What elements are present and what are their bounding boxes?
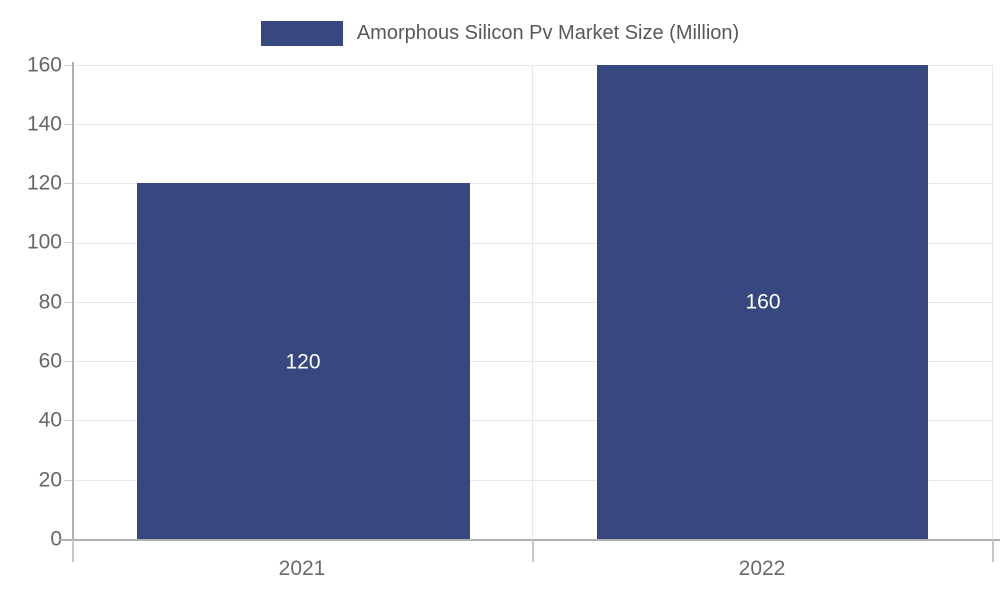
y-tick-mark-160 — [64, 65, 72, 66]
y-tick-mark-120 — [64, 183, 72, 184]
legend-item-amorphous-silicon-pv-market-size[interactable]: Amorphous Silicon Pv Market Size (Millio… — [260, 20, 740, 46]
y-tick-label-80: 80 — [38, 290, 62, 314]
y-tick-label-20: 20 — [38, 468, 62, 492]
y-tick-label-120: 120 — [26, 171, 62, 195]
y-tick-mark-40 — [64, 420, 72, 421]
x-tick-label-2021: 2021 — [278, 557, 326, 580]
vertical-gridline-category-divider — [532, 65, 533, 539]
y-tick-mark-20 — [64, 480, 72, 481]
x-tick-mark-right — [992, 540, 994, 562]
x-tick-mark-divider — [532, 540, 534, 562]
bar-2022[interactable] — [597, 65, 928, 539]
y-tick-label-60: 60 — [38, 349, 62, 373]
legend-label: Amorphous Silicon Pv Market Size (Millio… — [356, 22, 740, 44]
y-tick-label-160: 160 — [26, 53, 62, 77]
y-tick-mark-80 — [64, 302, 72, 303]
x-axis-line — [60, 539, 1000, 541]
y-tick-label-140: 140 — [26, 112, 62, 136]
x-tick-mark-left — [72, 540, 74, 562]
y-tick-label-100: 100 — [26, 230, 62, 254]
vertical-gridline-right-edge — [992, 65, 993, 539]
y-tick-mark-140 — [64, 124, 72, 125]
y-tick-label-40: 40 — [38, 408, 62, 432]
y-tick-mark-100 — [64, 242, 72, 243]
legend-color-swatch — [260, 20, 343, 46]
bar-2021[interactable] — [137, 183, 470, 539]
y-axis-line — [72, 62, 74, 542]
plot-area: 120 160 — [72, 65, 993, 539]
chart-legend: Amorphous Silicon Pv Market Size (Millio… — [0, 14, 1000, 52]
y-tick-mark-60 — [64, 361, 72, 362]
y-tick-label-0: 0 — [50, 527, 62, 551]
y-axis: 160 140 120 100 80 60 40 20 0 — [0, 0, 72, 600]
x-tick-label-2022: 2022 — [738, 557, 786, 580]
